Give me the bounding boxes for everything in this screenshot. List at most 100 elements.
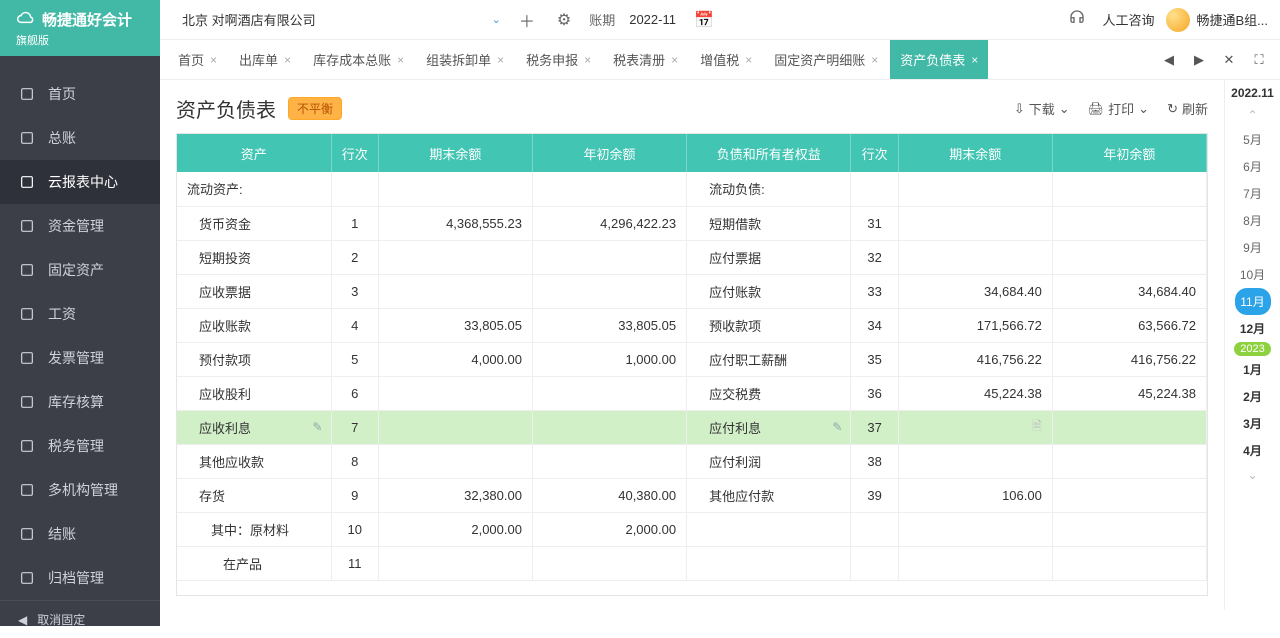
sidebar-item-8[interactable]: 税务管理 <box>0 424 160 468</box>
refresh-button[interactable]: ↻ 刷新 <box>1167 99 1208 118</box>
sidebar-item-0[interactable]: 首页 <box>0 72 160 116</box>
tab-0[interactable]: 首页× <box>168 40 227 79</box>
liab-label <box>687 546 851 580</box>
close-icon[interactable]: × <box>397 53 404 67</box>
liab-year-begin: 63,566.72 <box>1052 308 1206 342</box>
monthbar-down[interactable]: ⌄ <box>1243 464 1261 486</box>
download-button[interactable]: ⇩ 下载 ⌄ <box>1014 99 1070 118</box>
print-button[interactable]: 🖨 打印 ⌄ <box>1088 99 1149 118</box>
sidebar-item-6[interactable]: 发票管理 <box>0 336 160 380</box>
monthbar-month[interactable]: 12月 <box>1225 315 1280 342</box>
sidebar-item-4[interactable]: 固定资产 <box>0 248 160 292</box>
monthbar-month[interactable]: 5月 <box>1225 126 1280 153</box>
period-value[interactable]: 2022-11 <box>629 12 676 27</box>
monthbar-month-active[interactable]: 11月 <box>1235 288 1271 315</box>
monthbar-month[interactable]: 2月 <box>1225 383 1280 410</box>
liab-period-end <box>898 240 1052 274</box>
close-icon[interactable]: × <box>671 53 678 67</box>
tab-3[interactable]: 组装拆卸单× <box>416 40 514 79</box>
monthbar-up[interactable]: ⌃ <box>1243 104 1261 126</box>
sidebar-unpin[interactable]: ◀取消固定 <box>0 600 160 638</box>
asset-label: 在产品 <box>177 546 331 580</box>
asset-period-end: 2,000.00 <box>378 512 532 546</box>
tabs-prev-button[interactable]: ◀ <box>1156 47 1182 73</box>
liab-rownum: 39 <box>851 478 898 512</box>
liab-period-end: 34,684.40 <box>898 274 1052 308</box>
cloud-icon <box>16 9 36 29</box>
sidebar-item-label: 总账 <box>48 128 76 148</box>
page-title: 资产负债表 <box>176 94 276 123</box>
close-icon[interactable]: × <box>284 53 291 67</box>
close-icon[interactable]: × <box>745 53 752 67</box>
monthbar-month[interactable]: 9月 <box>1225 234 1280 261</box>
sidebar-item-label: 固定资产 <box>48 260 104 280</box>
monthbar-month[interactable]: 4月 <box>1225 437 1280 464</box>
close-icon[interactable]: × <box>210 53 217 67</box>
monthbar-month[interactable]: 3月 <box>1225 410 1280 437</box>
monthbar-month[interactable]: 8月 <box>1225 207 1280 234</box>
sidebar-item-5[interactable]: 工资 <box>0 292 160 336</box>
asset-rownum: 3 <box>331 274 378 308</box>
tabs-next-button[interactable]: ▶ <box>1186 47 1212 73</box>
monthbar-month[interactable]: 1月 <box>1225 356 1280 383</box>
asset-period-end <box>378 376 532 410</box>
tab-7[interactable]: 固定资产明细账× <box>764 40 888 79</box>
consult-link[interactable]: 人工咨询 <box>1102 10 1154 29</box>
col-header-4: 负债和所有者权益 <box>687 134 851 172</box>
close-icon[interactable]: × <box>871 53 878 67</box>
asset-icon <box>18 261 36 279</box>
tab-2[interactable]: 库存成本总账× <box>303 40 414 79</box>
company-selector[interactable]: 北京 对啊酒店有限公司 ⌄ <box>182 10 501 29</box>
monthbar-month[interactable]: 7月 <box>1225 180 1280 207</box>
asset-year-begin <box>532 444 686 478</box>
sidebar-item-label: 归档管理 <box>48 568 104 588</box>
user-menu[interactable]: 畅捷通B组... <box>1166 8 1268 32</box>
chevron-down-icon: ⌄ <box>492 13 501 26</box>
tab-1[interactable]: 出库单 × <box>229 40 301 79</box>
sidebar-item-10[interactable]: 结账 <box>0 512 160 556</box>
liab-year-begin <box>1052 478 1206 512</box>
asset-label: 存货 <box>177 478 331 512</box>
liab-year-begin <box>1052 240 1206 274</box>
tab-label: 税务申报 <box>526 50 578 69</box>
col-header-5: 行次 <box>851 134 898 172</box>
monthbar-month[interactable]: 6月 <box>1225 153 1280 180</box>
tab-4[interactable]: 税务申报 × <box>516 40 601 79</box>
liab-rownum: 35 <box>851 342 898 376</box>
add-button[interactable]: ＋ <box>515 4 539 36</box>
tab-6[interactable]: 增值税× <box>690 40 762 79</box>
edit-icon[interactable]: ✎ <box>832 420 842 434</box>
sidebar-item-label: 税务管理 <box>48 436 104 456</box>
sidebar-item-2[interactable]: 云报表中心 <box>0 160 160 204</box>
close-icon[interactable]: × <box>497 53 504 67</box>
close-icon <box>18 525 36 543</box>
monthbar-month[interactable]: 10月 <box>1225 261 1280 288</box>
sidebar-item-label: 工资 <box>48 304 76 324</box>
sidebar-item-3[interactable]: 资金管理 <box>0 204 160 248</box>
calendar-icon[interactable]: 📅 <box>690 6 718 34</box>
close-icon[interactable]: × <box>584 53 591 67</box>
sidebar-item-1[interactable]: 总账 <box>0 116 160 160</box>
user-name: 畅捷通B组... <box>1196 10 1268 29</box>
sidebar-item-7[interactable]: 库存核算 <box>0 380 160 424</box>
close-icon[interactable]: × <box>971 53 978 67</box>
col-header-6: 期末余额 <box>898 134 1052 172</box>
sidebar-item-11[interactable]: 归档管理 <box>0 556 160 600</box>
asset-label: 其中：原材料 <box>177 512 331 546</box>
liab-year-begin <box>1052 512 1206 546</box>
tab-5[interactable]: 税表清册× <box>603 40 688 79</box>
edit-icon[interactable]: ✎ <box>313 420 323 434</box>
org-icon <box>18 481 36 499</box>
doc-icon[interactable]: 🗎 <box>1032 419 1042 433</box>
tabs-fullscreen-button[interactable]: ⛶ <box>1246 47 1272 73</box>
tab-label: 出库单 <box>239 50 278 69</box>
tab-8[interactable]: 资产负债表× <box>890 40 988 79</box>
gear-icon[interactable]: ⚙ <box>553 6 575 34</box>
asset-label: 货币资金 <box>177 206 331 240</box>
asset-year-begin: 33,805.05 <box>532 308 686 342</box>
sidebar-item-9[interactable]: 多机构管理 <box>0 468 160 512</box>
headset-icon[interactable] <box>1064 4 1090 35</box>
period-label: 账期 <box>589 10 615 29</box>
tabs-close-button[interactable]: ✕ <box>1216 47 1242 73</box>
table-row: 应收票据3应付账款3334,684.4034,684.40 <box>177 274 1207 308</box>
